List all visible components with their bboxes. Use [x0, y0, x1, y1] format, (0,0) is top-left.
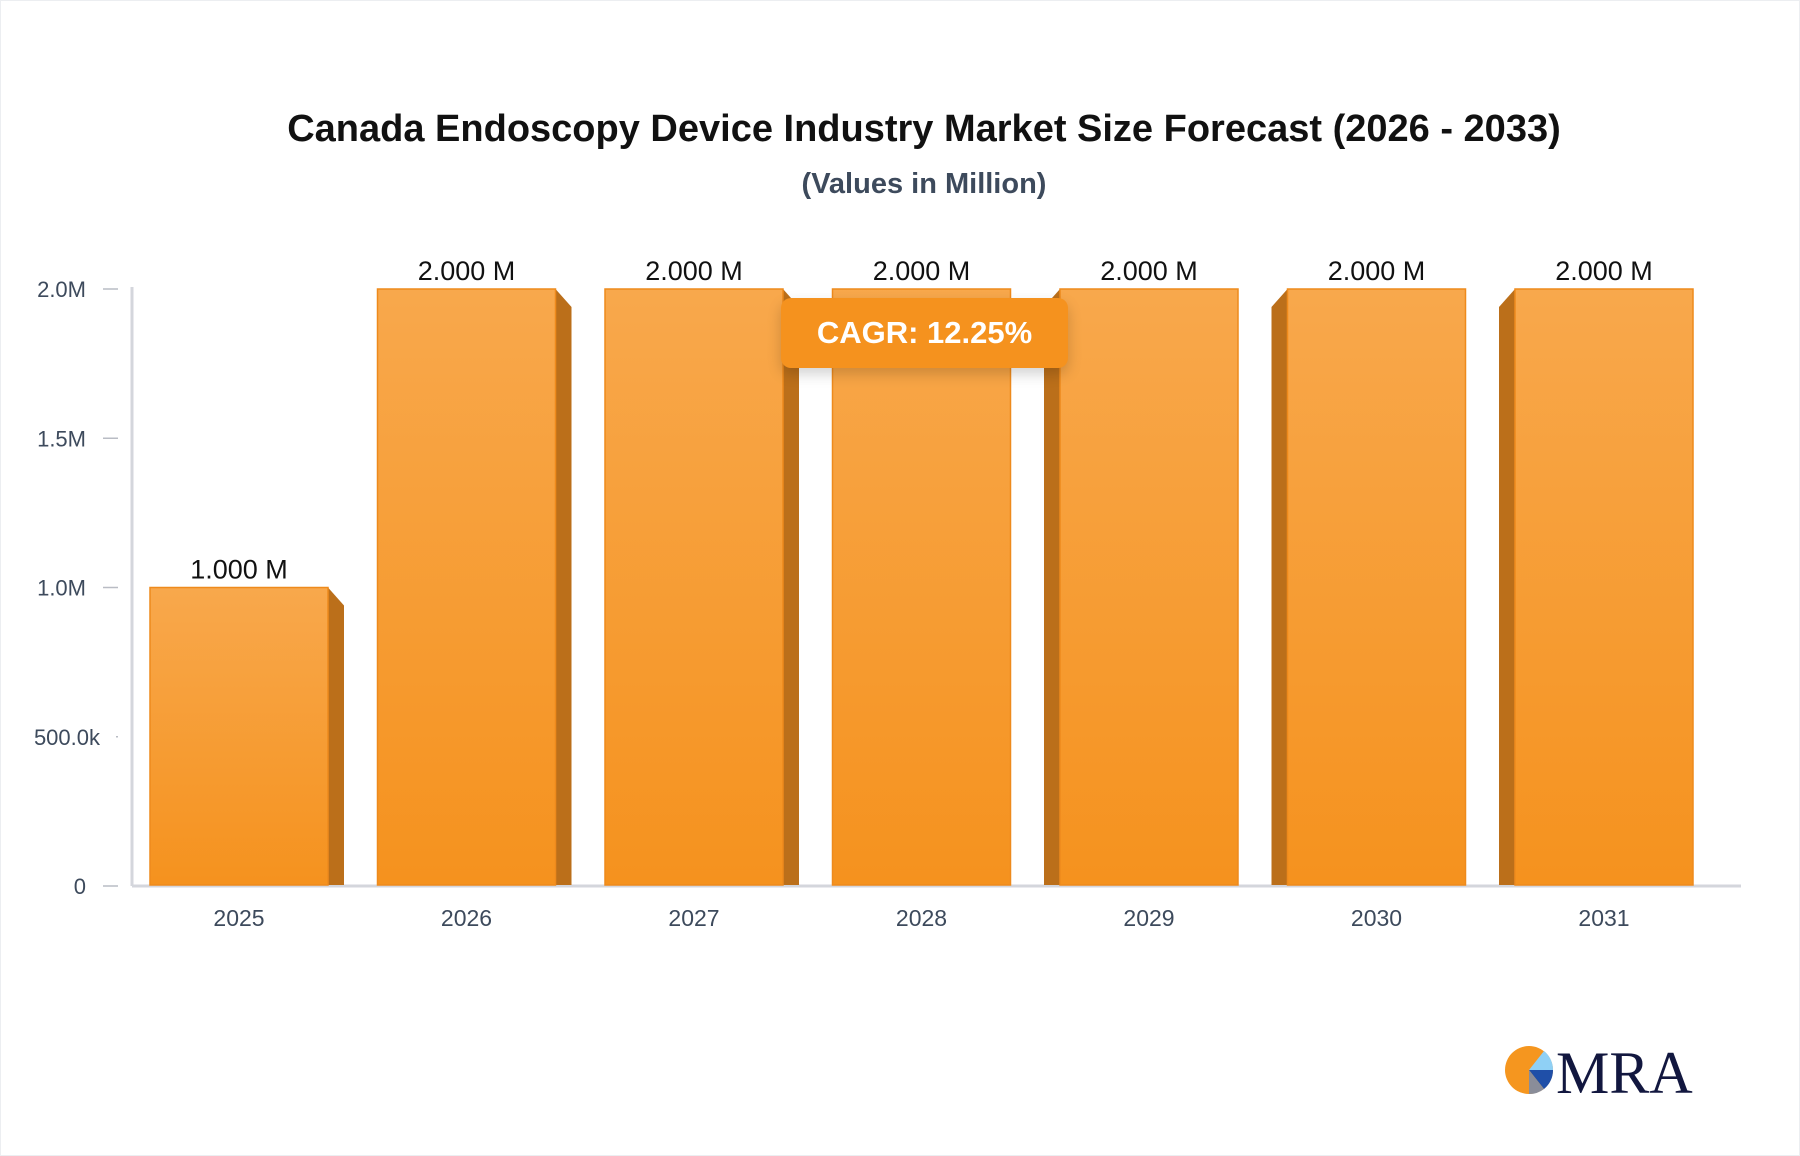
bar-side-2026	[555, 289, 572, 885]
data-label-2031: 2.000 M	[1555, 256, 1653, 286]
bar-2025	[149, 586, 329, 886]
bar-side-2029	[1044, 289, 1060, 885]
y-tick-label: 0	[74, 874, 86, 899]
data-label-2027: 2.000 M	[645, 256, 743, 286]
x-tick-label-2029: 2029	[1123, 905, 1174, 931]
cagr-badge: CAGR: 12.25%	[781, 298, 1068, 368]
bar-2027	[604, 288, 784, 886]
logo-text: MRA	[1556, 1040, 1693, 1100]
y-tick-label: 2.0M	[37, 277, 86, 302]
x-tick-label-2030: 2030	[1351, 905, 1402, 931]
bar-2028	[831, 288, 1012, 886]
x-tick-label-2026: 2026	[441, 905, 492, 931]
bar-side-2030	[1271, 289, 1288, 885]
y-tick-label: 1.0M	[37, 576, 86, 601]
logo-pie-icon: MRA	[1505, 1040, 1693, 1100]
x-tick-label-2031: 2031	[1578, 905, 1629, 931]
bar-side-2031	[1499, 289, 1515, 885]
bar-2031	[1514, 288, 1694, 886]
data-label-2026: 2.000 M	[418, 256, 516, 286]
bar-2026	[376, 288, 557, 886]
data-label-2025: 1.000 M	[190, 555, 288, 585]
y-tick-label: 1.5M	[37, 426, 86, 451]
x-tick-label-2028: 2028	[896, 905, 947, 931]
chart-subtitle: (Values in Million)	[801, 168, 1047, 200]
bar-side-2027	[783, 289, 799, 885]
y-tick-label: 500.0k	[34, 725, 101, 750]
data-label-2028: 2.000 M	[873, 256, 971, 286]
x-tick-label-2025: 2025	[213, 905, 264, 931]
bar-side-2025	[328, 587, 344, 885]
bar-2030	[1286, 288, 1467, 886]
chart-title: Canada Endoscopy Device Industry Market …	[287, 108, 1561, 150]
data-label-2029: 2.000 M	[1100, 256, 1198, 286]
x-tick-label-2027: 2027	[668, 905, 719, 931]
bar-2029	[1059, 288, 1239, 886]
data-label-2030: 2.000 M	[1328, 256, 1426, 286]
